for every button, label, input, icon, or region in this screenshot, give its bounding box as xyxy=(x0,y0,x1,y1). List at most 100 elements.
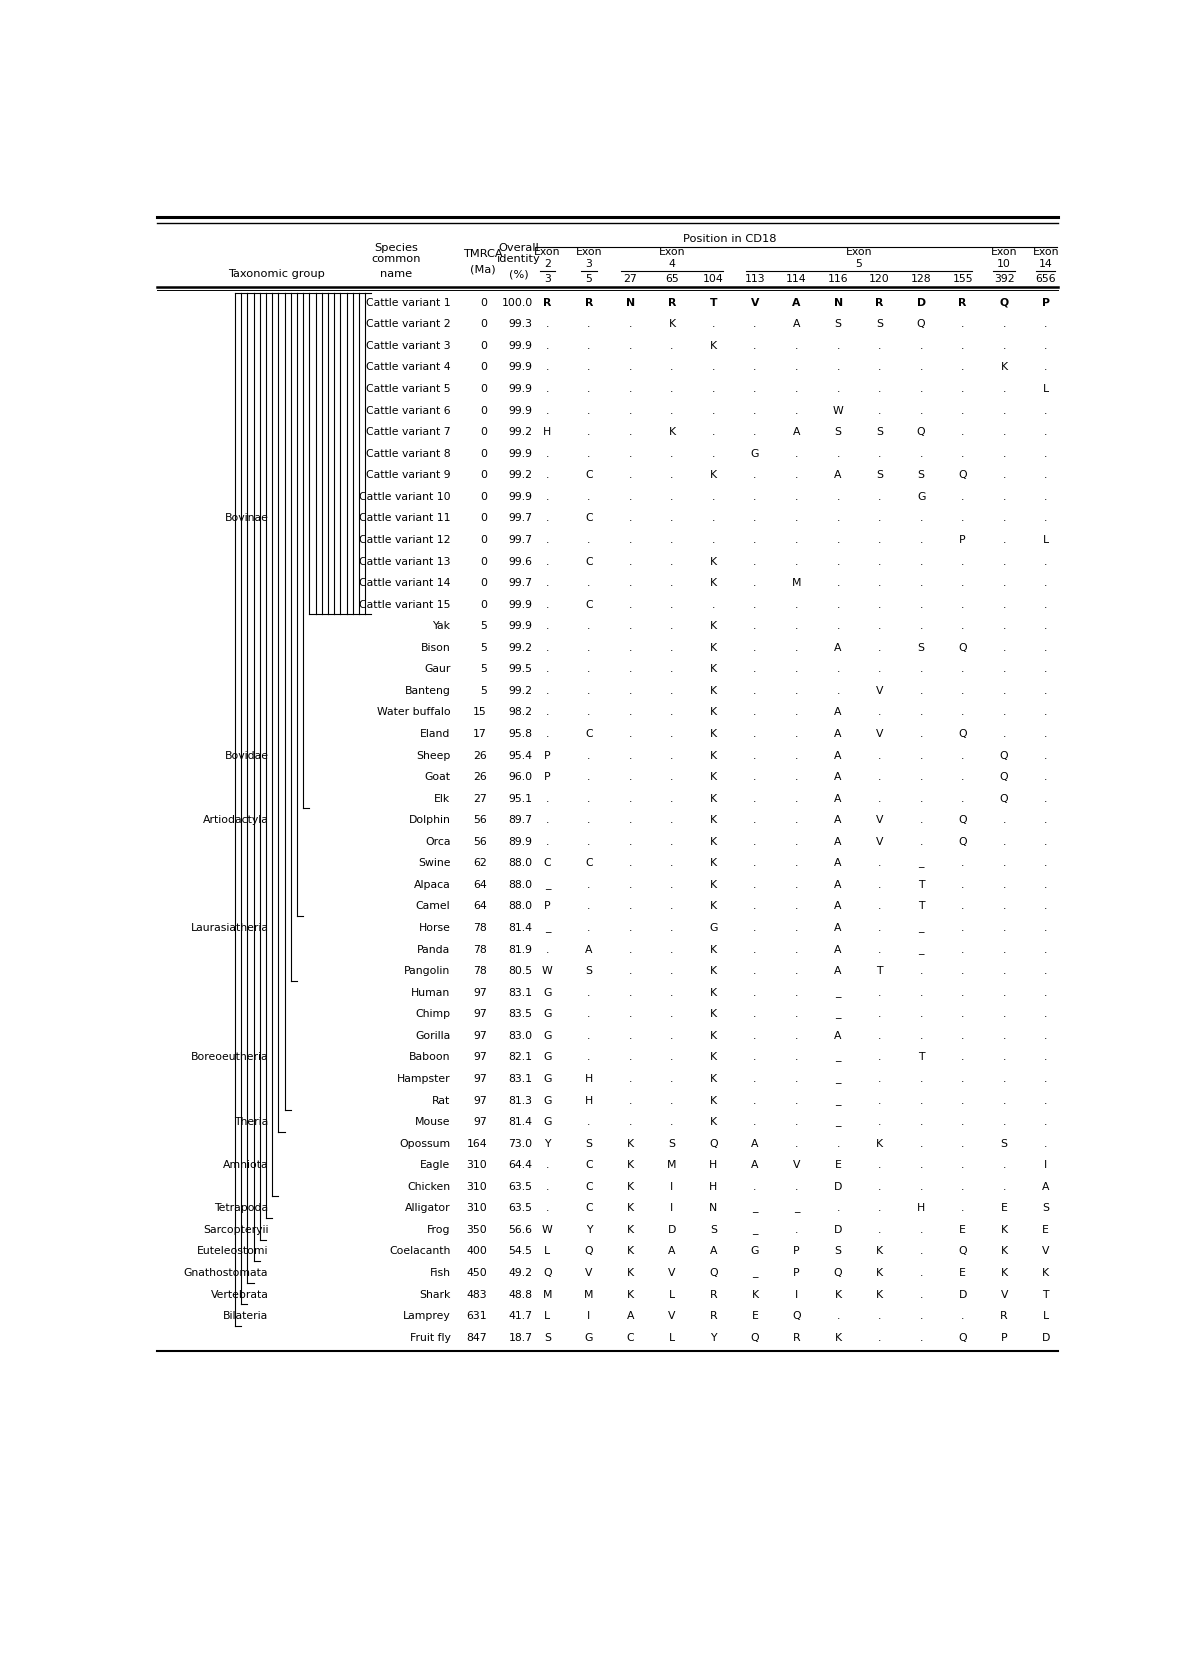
Text: Bovinae: Bovinae xyxy=(224,513,268,523)
Text: K: K xyxy=(627,1289,635,1299)
Text: R: R xyxy=(1000,1311,1008,1321)
Text: 2: 2 xyxy=(544,259,550,269)
Text: .: . xyxy=(753,643,757,653)
Text: .: . xyxy=(1044,750,1047,760)
Text: 128: 128 xyxy=(911,274,931,284)
Text: .: . xyxy=(795,1182,798,1192)
Text: 5: 5 xyxy=(586,274,592,284)
Text: Q: Q xyxy=(585,1246,593,1256)
Text: T: T xyxy=(709,297,718,307)
Text: K: K xyxy=(876,1139,884,1149)
Text: .: . xyxy=(629,880,632,890)
Text: .: . xyxy=(670,556,674,566)
Text: 310: 310 xyxy=(466,1182,487,1192)
Text: 62: 62 xyxy=(473,858,487,868)
Text: E: E xyxy=(1042,1224,1050,1234)
Text: 65: 65 xyxy=(665,274,678,284)
Text: Elk: Elk xyxy=(434,793,451,803)
Text: G: G xyxy=(709,924,718,934)
Text: .: . xyxy=(629,772,632,782)
Text: 97: 97 xyxy=(473,1052,487,1062)
Text: Pangolin: Pangolin xyxy=(404,967,451,977)
Text: .: . xyxy=(1044,880,1047,890)
Text: .: . xyxy=(629,1052,632,1062)
Text: A: A xyxy=(834,1030,842,1040)
Text: C: C xyxy=(585,556,593,566)
Text: A: A xyxy=(834,471,842,481)
Text: .: . xyxy=(629,513,632,523)
Text: K: K xyxy=(710,880,718,890)
Text: .: . xyxy=(587,665,591,675)
Text: .: . xyxy=(546,513,549,523)
Text: Goat: Goat xyxy=(425,772,451,782)
Text: .: . xyxy=(878,1224,881,1234)
Text: .: . xyxy=(1002,1117,1006,1127)
Text: A: A xyxy=(834,837,842,847)
Text: .: . xyxy=(1002,621,1006,631)
Text: K: K xyxy=(710,578,718,588)
Text: .: . xyxy=(753,362,757,372)
Text: .: . xyxy=(1044,945,1047,955)
Text: .: . xyxy=(546,621,549,631)
Text: 99.5: 99.5 xyxy=(509,665,533,675)
Text: N: N xyxy=(626,297,635,307)
Text: .: . xyxy=(1044,1009,1047,1019)
Text: .: . xyxy=(753,1052,757,1062)
Text: L: L xyxy=(1042,384,1048,394)
Text: .: . xyxy=(961,362,964,372)
Text: 80.5: 80.5 xyxy=(509,967,533,977)
Text: S: S xyxy=(918,643,925,653)
Text: .: . xyxy=(712,449,715,459)
Text: .: . xyxy=(587,686,591,696)
Text: Cattle variant 15: Cattle variant 15 xyxy=(359,600,451,610)
Text: .: . xyxy=(753,750,757,760)
Text: Q: Q xyxy=(958,1333,967,1343)
Text: .: . xyxy=(1002,600,1006,610)
Text: .: . xyxy=(1044,319,1047,329)
Text: .: . xyxy=(670,837,674,847)
Text: 99.9: 99.9 xyxy=(509,341,533,351)
Text: 0: 0 xyxy=(480,493,487,503)
Text: .: . xyxy=(670,665,674,675)
Text: 64.4: 64.4 xyxy=(509,1161,533,1171)
Text: .: . xyxy=(670,1009,674,1019)
Text: .: . xyxy=(919,341,923,351)
Text: .: . xyxy=(629,556,632,566)
Text: .: . xyxy=(670,1052,674,1062)
Text: .: . xyxy=(1002,815,1006,825)
Text: M: M xyxy=(543,1289,553,1299)
Text: .: . xyxy=(629,1009,632,1019)
Text: _: _ xyxy=(752,1268,758,1278)
Text: .: . xyxy=(1044,708,1047,718)
Text: .: . xyxy=(919,815,923,825)
Text: 631: 631 xyxy=(466,1311,487,1321)
Text: .: . xyxy=(795,880,798,890)
Text: G: G xyxy=(543,1030,551,1040)
Text: C: C xyxy=(585,858,593,868)
Text: .: . xyxy=(753,493,757,503)
Text: .: . xyxy=(1002,1009,1006,1019)
Text: .: . xyxy=(587,578,591,588)
Text: identity: identity xyxy=(497,254,541,264)
Text: K: K xyxy=(710,750,718,760)
Text: .: . xyxy=(546,578,549,588)
Text: .: . xyxy=(587,815,591,825)
Text: K: K xyxy=(710,815,718,825)
Text: .: . xyxy=(961,1009,964,1019)
Text: 5: 5 xyxy=(480,665,487,675)
Text: 5: 5 xyxy=(480,643,487,653)
Text: G: G xyxy=(543,1074,551,1084)
Text: A: A xyxy=(834,793,842,803)
Text: .: . xyxy=(1002,1030,1006,1040)
Text: M: M xyxy=(585,1289,594,1299)
Text: .: . xyxy=(1002,730,1006,740)
Text: .: . xyxy=(753,665,757,675)
Text: .: . xyxy=(670,730,674,740)
Text: .: . xyxy=(587,837,591,847)
Text: .: . xyxy=(961,924,964,934)
Text: .: . xyxy=(753,902,757,912)
Text: .: . xyxy=(795,1139,798,1149)
Text: .: . xyxy=(1044,815,1047,825)
Text: K: K xyxy=(627,1161,635,1171)
Text: 100.0: 100.0 xyxy=(502,297,533,307)
